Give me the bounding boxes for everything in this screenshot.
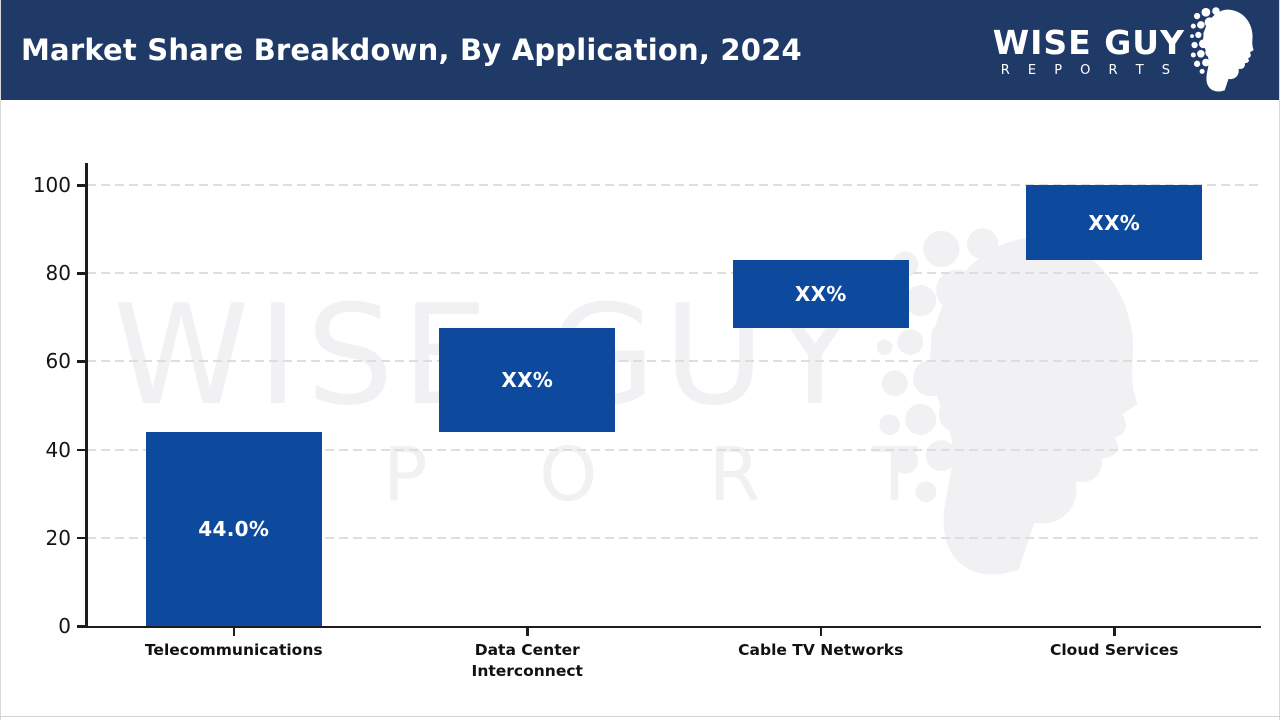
y-axis-tick [77,448,86,452]
bottom-divider [1,716,1279,717]
y-axis-tick-label: 40 [45,437,71,462]
bar-cable-tv-networks: XX% [732,260,909,329]
x-axis-line [85,625,1261,628]
x-axis-tick [526,628,529,636]
x-axis-tick [1113,628,1116,636]
x-axis-category-label: Data Center Interconnect [471,641,583,680]
bar-value-label: XX% [794,282,847,307]
y-axis-line [85,163,88,628]
gridline-20 [87,536,1261,539]
bar-value-label: 44.0% [198,516,270,541]
y-axis-tick [77,536,86,540]
bar-cloud-services: XX% [1026,185,1203,261]
y-axis-tick [77,184,86,187]
logo-wiseguy-label: WISE GUY [992,23,1185,63]
y-axis-tick-label: 0 [58,614,71,638]
bar-data-center-interconnect: XX% [439,328,616,432]
y-axis-tick-label: 60 [45,349,71,374]
x-axis-tick [232,628,236,636]
y-axis-tick [77,272,86,275]
bar-telecommunications: 44.0% [145,431,322,626]
gridline-100 [87,184,1261,187]
bar-value-label: XX% [501,368,554,393]
y-axis-tick-label: 100 [32,173,71,198]
wiseguy-face-icon [1190,7,1254,92]
wiseguy-logo: WISE GUY R E P O R T S [993,6,1265,94]
gridline-80 [87,272,1261,275]
page-title: Market Share Breakdown, By Application, … [21,33,802,67]
y-axis-tick [77,625,86,628]
header-bar: Market Share Breakdown, By Application, … [1,0,1279,100]
x-axis-tick [819,628,823,636]
waterfall-chart: 0 20 40 60 80 100 44.0% Telecommunications XX% Da… [33,163,1261,680]
gridline-40 [87,448,1261,451]
y-axis-tick-label: 80 [45,261,71,286]
y-axis-tick-label: 20 [45,525,71,550]
gridline-60 [87,360,1261,363]
y-axis-tick [77,360,86,363]
x-axis-category-label: Cloud Services [1049,641,1179,659]
x-axis-category-label: Cable TV Networks [738,641,904,659]
logo-reports-label: R E P O R T S [1000,62,1178,78]
x-axis-category-label: Telecommunications [144,641,323,659]
bar-value-label: XX% [1088,210,1141,235]
wiseguy-logo-text: WISE GUY R E P O R T S [993,26,1185,78]
